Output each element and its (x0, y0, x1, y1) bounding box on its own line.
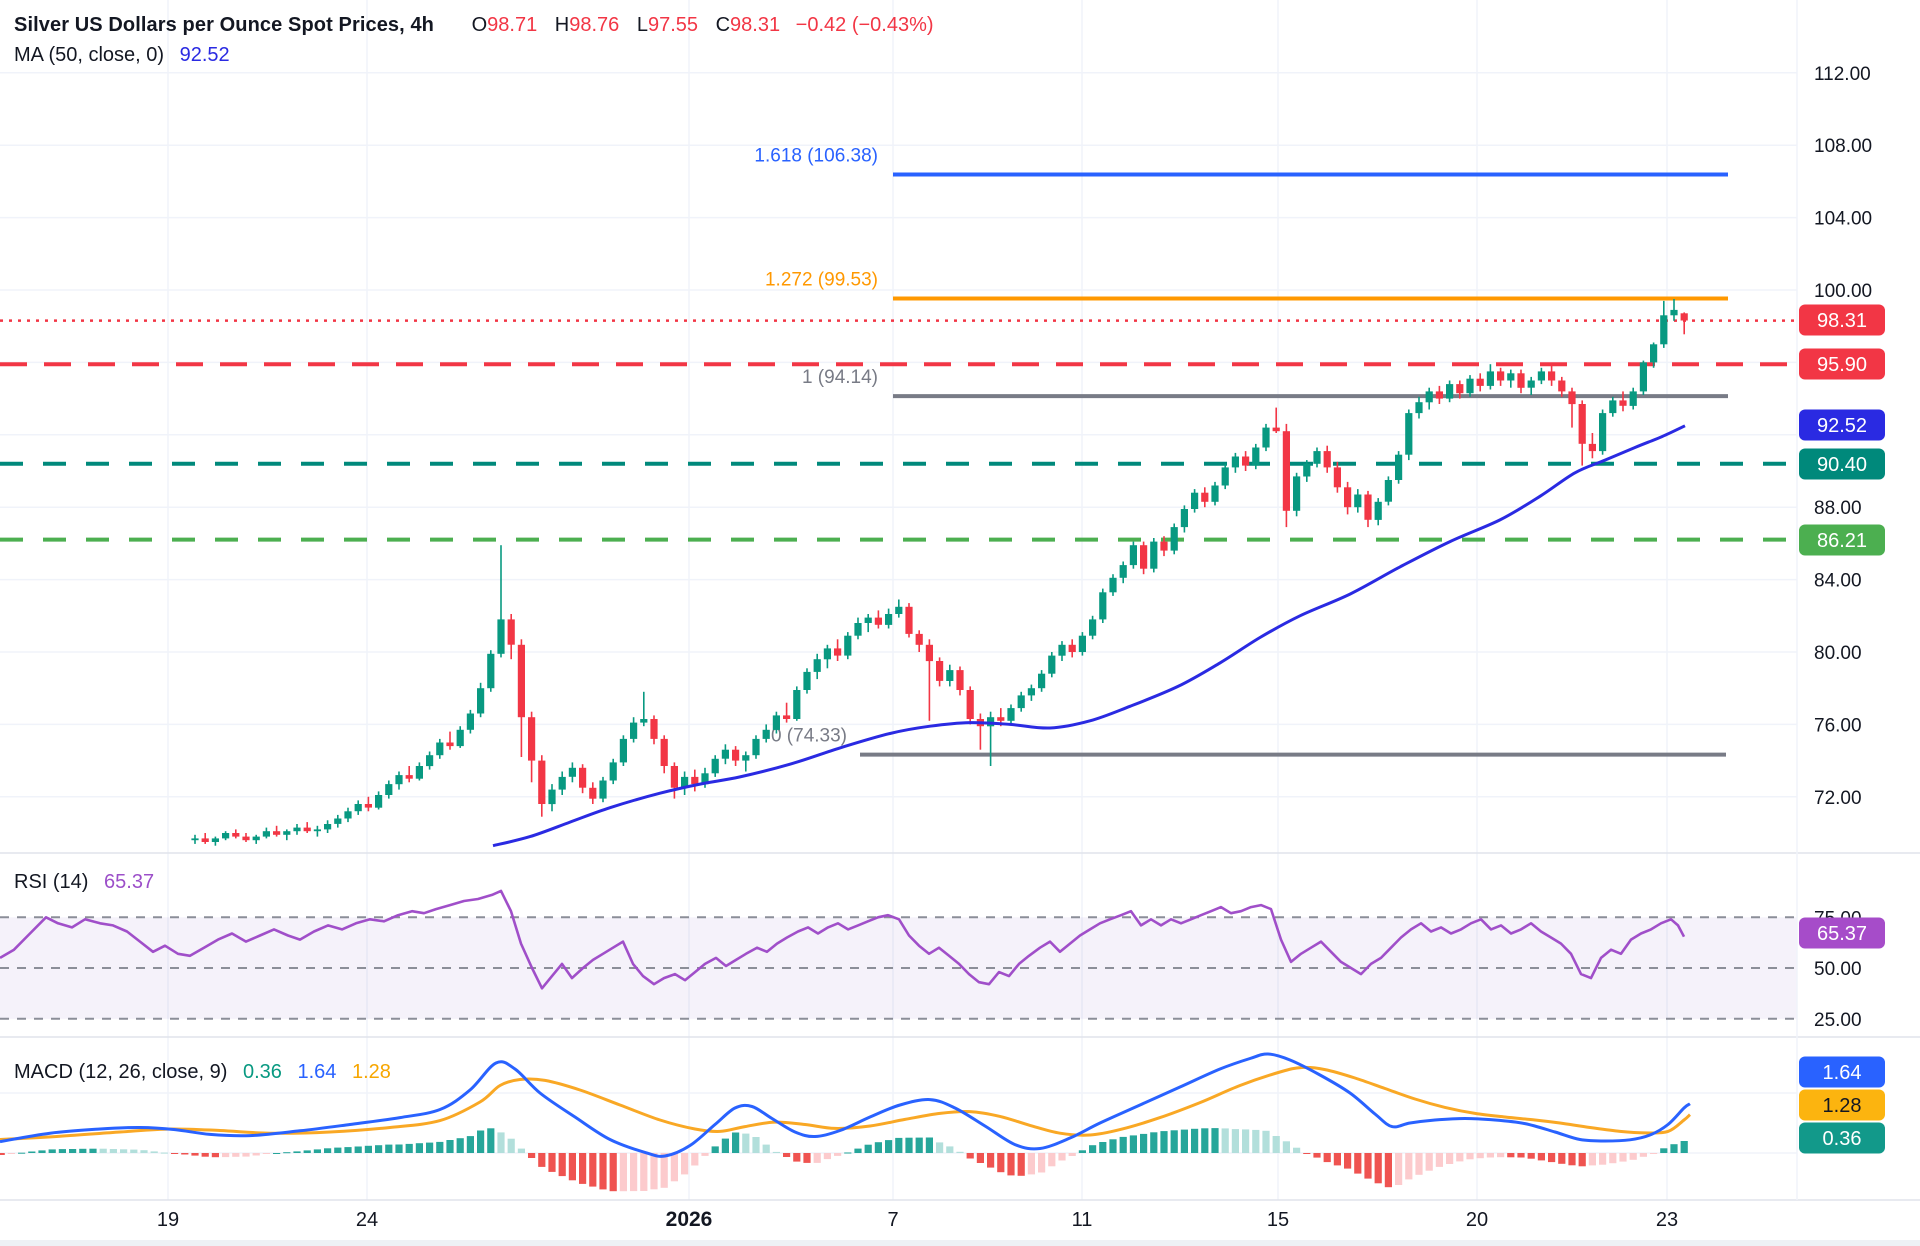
ma-label: MA (50, close, 0) (14, 44, 165, 66)
macd-label: MACD (12, 26, close, 9) (14, 1061, 228, 1083)
pane-separator-rsi-macd[interactable] (0, 1033, 1797, 1041)
svg-text:95.90: 95.90 (1817, 354, 1867, 376)
svg-text:1.618 (106.38): 1.618 (106.38) (754, 146, 878, 167)
macd-line-value: 1.64 (297, 1061, 337, 1083)
rsi-label: RSI (14) (14, 871, 89, 893)
pane-separator-main-rsi[interactable] (0, 849, 1797, 857)
grid-lines (0, 0, 1797, 1200)
price-scale[interactable] (1797, 0, 1920, 1200)
svg-text:25.00: 25.00 (1814, 1010, 1862, 1031)
svg-text:90.40: 90.40 (1817, 454, 1867, 476)
svg-text:11: 11 (1072, 1209, 1093, 1231)
svg-text:24: 24 (356, 1209, 378, 1231)
svg-text:2026: 2026 (666, 1208, 713, 1231)
svg-text:72.00: 72.00 (1814, 788, 1862, 809)
svg-text:0 (74.33): 0 (74.33) (771, 726, 847, 747)
rsi-legend: RSI (14) 65.37 (14, 871, 154, 894)
symbol-legend: Silver US Dollars per Ounce Spot Prices,… (14, 14, 934, 37)
macd-legend: MACD (12, 26, close, 9) 0.36 1.64 1.28 (14, 1061, 391, 1084)
close-label: C (715, 14, 731, 36)
low-value: 97.55 (647, 14, 699, 36)
candlesticks (191, 299, 1688, 846)
svg-text:92.52: 92.52 (1817, 415, 1867, 437)
symbol-title: Silver US Dollars per Ounce Spot Prices,… (14, 14, 435, 36)
open-label: O (471, 14, 488, 36)
svg-text:1.64: 1.64 (1823, 1062, 1862, 1084)
macd-signal-value: 1.28 (351, 1061, 391, 1083)
svg-text:100.00: 100.00 (1814, 281, 1872, 302)
svg-text:23: 23 (1656, 1209, 1678, 1231)
ma-legend: MA (50, close, 0) 92.52 (14, 44, 230, 67)
svg-text:50.00: 50.00 (1814, 959, 1862, 980)
ma-value: 92.52 (179, 44, 230, 66)
svg-text:1.28: 1.28 (1823, 1095, 1862, 1117)
macd-lines (0, 1052, 1692, 1158)
time-scale[interactable] (0, 1200, 1920, 1246)
time-axis-labels: 19 24 2026 7 11 15 20 23 (157, 1208, 1678, 1231)
high-value: 98.76 (569, 14, 620, 36)
svg-text:88.00: 88.00 (1814, 498, 1862, 519)
rsi-band (0, 916, 1797, 1020)
svg-text:98.31: 98.31 (1817, 310, 1867, 332)
price-alert-lines (0, 319, 1797, 542)
rsi-line (0, 889, 1686, 990)
svg-text:112.00: 112.00 (1814, 64, 1871, 85)
price-badges: 98.31 95.90 92.52 90.40 86.21 65.37 1.64 1.28 0.… (1799, 304, 1885, 1154)
svg-text:86.21: 86.21 (1817, 530, 1867, 552)
macd-histogram (0, 1128, 1688, 1192)
svg-text:104.00: 104.00 (1814, 209, 1872, 230)
svg-text:20: 20 (1466, 1209, 1488, 1231)
price-scale-labels: 112.00 108.00 104.00 100.00 88.00 84.00 80.00 7… (1814, 64, 1872, 1031)
high-label: H (554, 14, 570, 36)
svg-text:65.37: 65.37 (1817, 923, 1867, 945)
svg-text:108.00: 108.00 (1814, 136, 1872, 157)
close-value: 98.31 (730, 14, 781, 36)
svg-text:19: 19 (157, 1209, 179, 1231)
svg-text:1 (94.14): 1 (94.14) (802, 367, 878, 388)
ma50-line (492, 424, 1686, 848)
svg-text:1.272 (99.53): 1.272 (99.53) (765, 270, 878, 291)
low-label: L (636, 14, 648, 36)
open-value: 98.71 (487, 14, 538, 36)
fib-retracement-lines: 1.618 (106.38) 1.272 (99.53) 1 (94.14) 0 (7… (754, 146, 1728, 757)
macd-hist-value: 0.36 (242, 1061, 282, 1083)
rsi-value: 65.37 (104, 871, 155, 893)
svg-text:15: 15 (1267, 1209, 1289, 1231)
svg-text:84.00: 84.00 (1814, 571, 1862, 592)
svg-text:76.00: 76.00 (1814, 715, 1862, 736)
change-value: −0.42 (−0.43%) (795, 14, 934, 36)
svg-text:0.36: 0.36 (1823, 1128, 1862, 1150)
svg-text:80.00: 80.00 (1814, 643, 1862, 664)
svg-text:7: 7 (887, 1209, 898, 1231)
